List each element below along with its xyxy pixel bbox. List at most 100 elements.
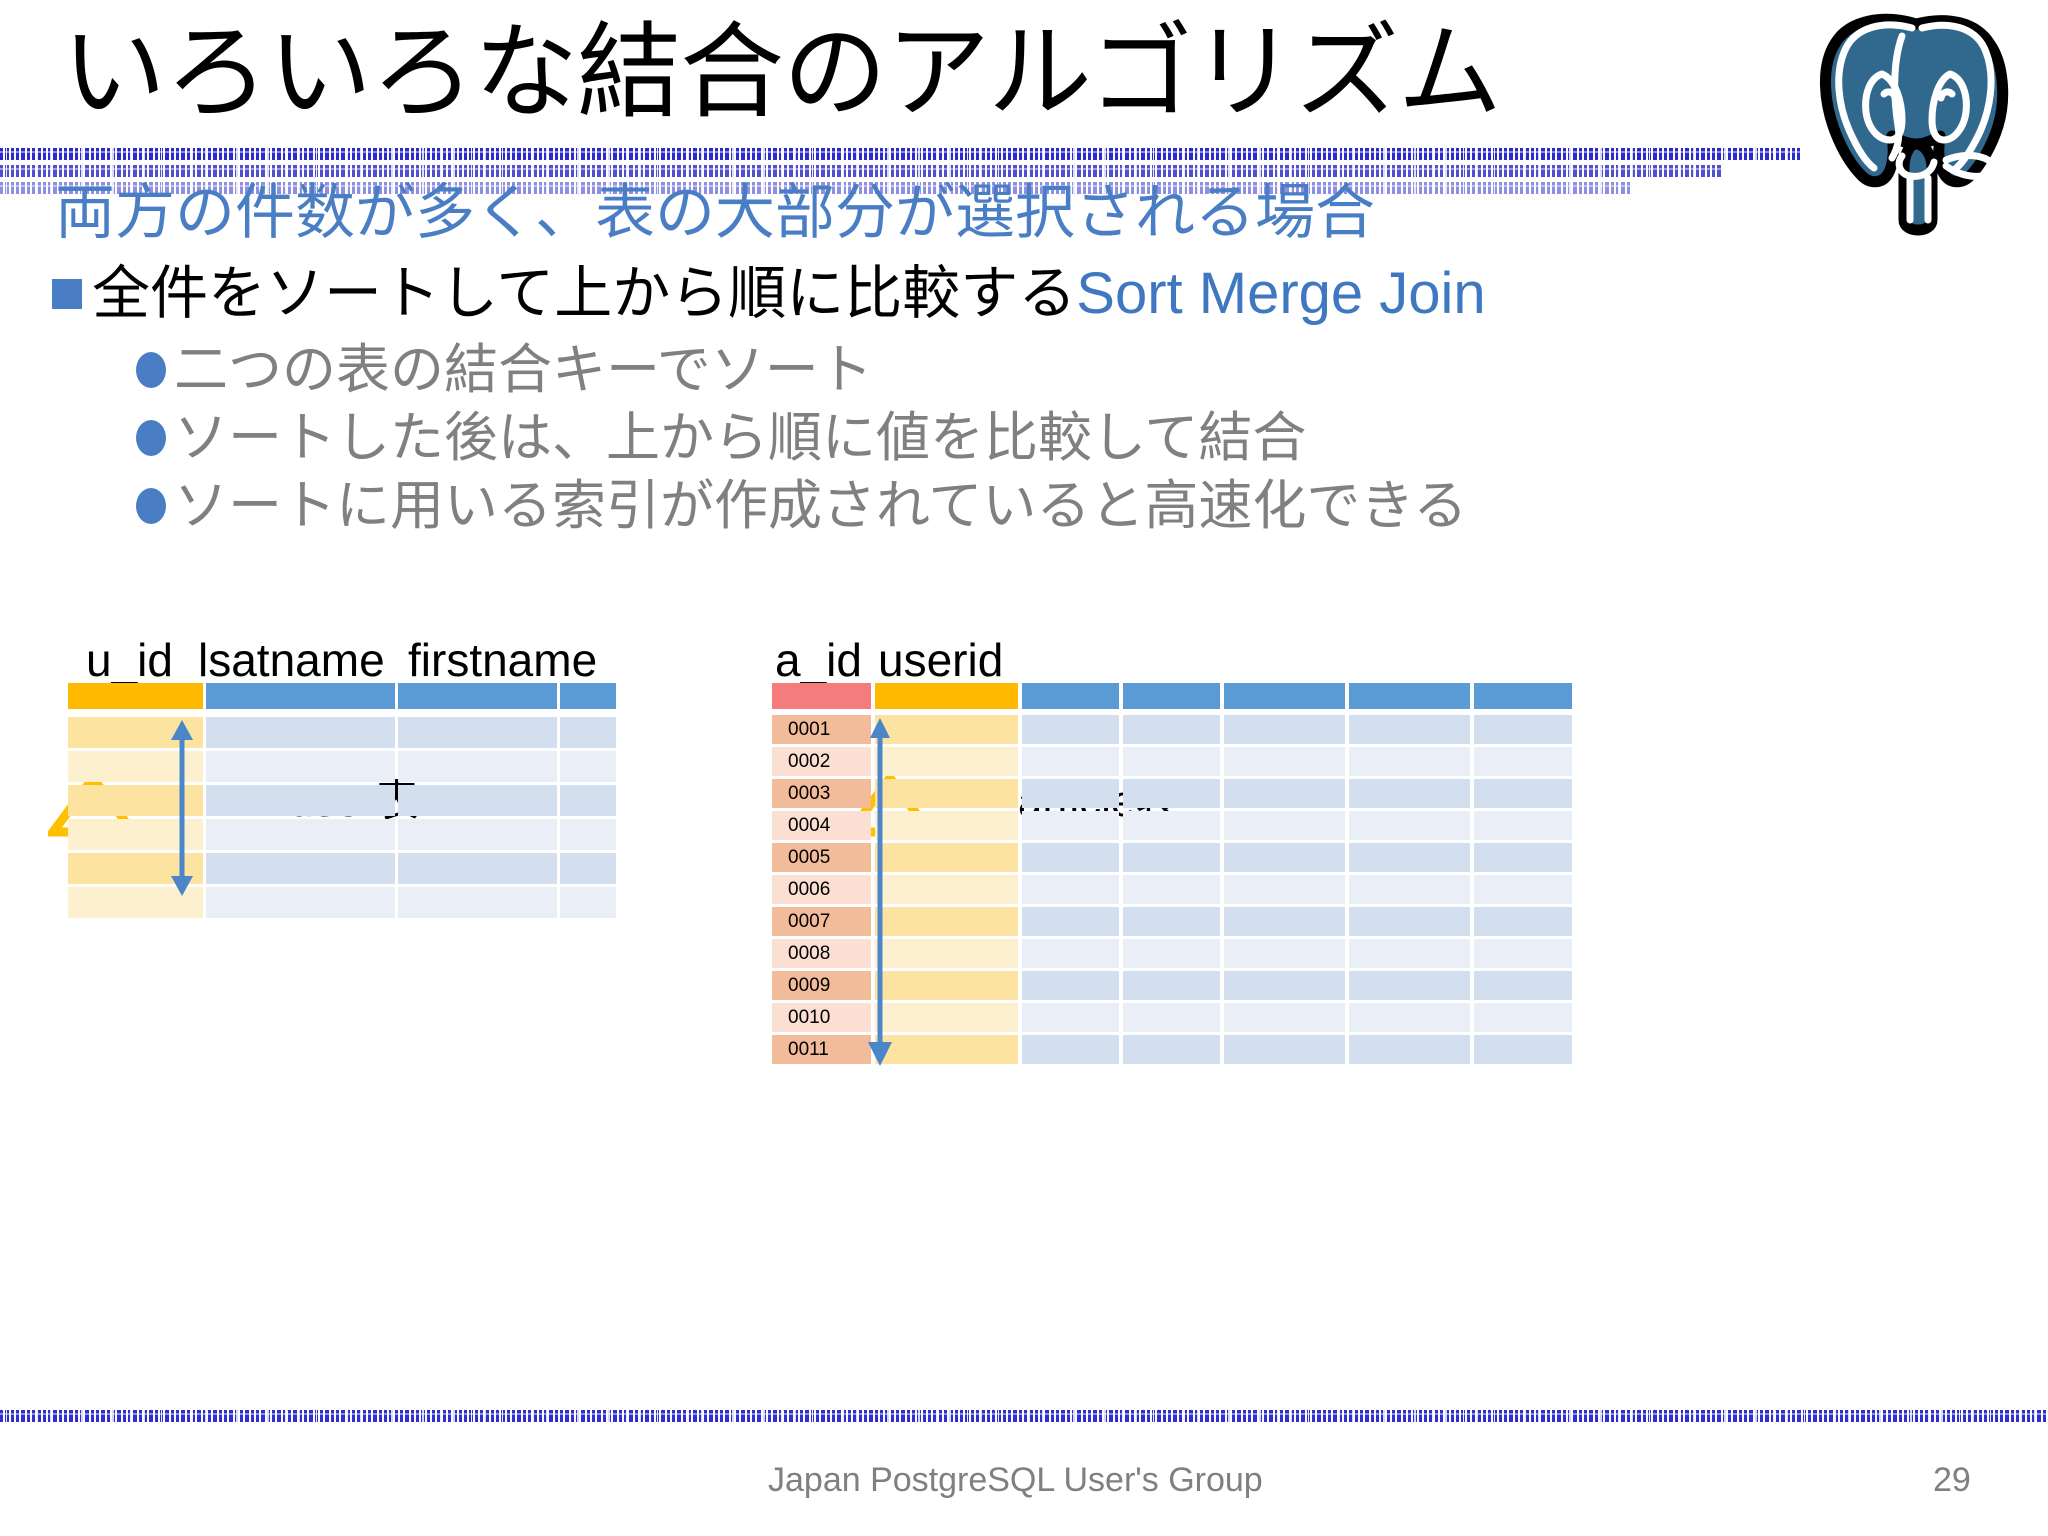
- cell-col4: [1123, 843, 1220, 872]
- left-table-m-user: [68, 683, 616, 918]
- cell-col6: [1349, 971, 1470, 1000]
- table-row: [68, 785, 616, 816]
- cell-col5: [1224, 1003, 1345, 1032]
- header-cell-a-id: [772, 683, 871, 709]
- round-bullet-icon: [136, 352, 166, 388]
- cell-col3: [1022, 875, 1119, 904]
- cell-col7: [1474, 875, 1572, 904]
- table-row: 0004: [772, 811, 1925, 840]
- cell-extra: [560, 717, 616, 748]
- cell-col4: [1123, 1003, 1220, 1032]
- bullet-level1-text: 全件をソートして上から順に比較する: [92, 261, 1077, 326]
- table-row: [68, 717, 616, 748]
- cell-col6: [1349, 907, 1470, 936]
- table-row: 0005: [772, 843, 1925, 872]
- table-row: [68, 853, 616, 884]
- cell-lsatname: [206, 751, 396, 782]
- cell-col7: [1474, 971, 1572, 1000]
- cell-col5: [1224, 1035, 1345, 1064]
- cell-userid: [875, 1035, 1018, 1064]
- cell-userid: [875, 779, 1018, 808]
- left-double-headed-sort-arrow: [160, 718, 204, 903]
- cell-userid: [875, 971, 1018, 1000]
- right-column-label-userid: userid: [878, 634, 1004, 686]
- table-header-row: [68, 683, 616, 709]
- cell-col7: [1474, 779, 1572, 808]
- table-row: 0006: [772, 875, 1925, 904]
- cell-col3: [1022, 747, 1119, 776]
- cell-userid: [875, 715, 1018, 744]
- footer-organization: Japan PostgreSQL User's Group: [768, 1461, 1263, 1499]
- cell-col3: [1022, 939, 1119, 968]
- header-cell-u-id: [68, 683, 204, 709]
- cell-col5: [1224, 715, 1345, 744]
- subtitle: 両方の件数が多く、表の大部分が選択される場合: [55, 179, 1375, 246]
- cell-col7: [1474, 1003, 1572, 1032]
- cell-a-id: 0009: [772, 971, 871, 1000]
- right-column-label-a-id: a_id: [775, 634, 862, 686]
- table-row: 0010: [772, 1003, 1925, 1032]
- table-row: 0002: [772, 747, 1925, 776]
- cell-col5: [1224, 907, 1345, 936]
- divider-stroke: [0, 1410, 2048, 1422]
- cell-col5: [1224, 747, 1345, 776]
- cell-col4: [1123, 715, 1220, 744]
- table-header-row: [772, 683, 1925, 709]
- header-cell-firstname: [398, 683, 558, 709]
- bullet-level1-accent-text: Sort Merge Join: [1076, 261, 1486, 326]
- cell-col4: [1123, 939, 1220, 968]
- cell-col6: [1349, 875, 1470, 904]
- cell-userid: [875, 843, 1018, 872]
- round-bullet-icon: [136, 488, 166, 524]
- cell-col5: [1224, 843, 1345, 872]
- cell-col4: [1123, 1035, 1220, 1064]
- cell-col7: [1474, 843, 1572, 872]
- bullet-level2-text: ソートに用いる索引が作成されていると高速化できる: [174, 476, 1468, 536]
- cell-col5: [1224, 811, 1345, 840]
- divider-bottom: [0, 1410, 2048, 1427]
- cell-lsatname: [206, 887, 396, 918]
- cell-col5: [1224, 779, 1345, 808]
- cell-firstname: [398, 717, 558, 748]
- cell-firstname: [398, 751, 558, 782]
- cell-col6: [1349, 715, 1470, 744]
- right-down-sort-arrow: [858, 716, 902, 1073]
- left-column-label-lsatname: lsatname: [198, 634, 385, 686]
- cell-extra: [560, 819, 616, 850]
- cell-col7: [1474, 715, 1572, 744]
- cell-col7: [1474, 907, 1572, 936]
- cell-lsatname: [206, 785, 396, 816]
- cell-a-id: 0001: [772, 715, 871, 744]
- header-cell-col7: [1474, 683, 1572, 709]
- table-row: 0007: [772, 907, 1925, 936]
- cell-col4: [1123, 811, 1220, 840]
- cell-col4: [1123, 747, 1220, 776]
- cell-userid: [875, 1003, 1018, 1032]
- header-cell-col6: [1349, 683, 1470, 709]
- page-number: 29: [1933, 1461, 1971, 1499]
- cell-col6: [1349, 1003, 1470, 1032]
- table-row: 0008: [772, 939, 1925, 968]
- cell-col4: [1123, 875, 1220, 904]
- cell-col3: [1022, 971, 1119, 1000]
- cell-userid: [875, 747, 1018, 776]
- cell-col3: [1022, 843, 1119, 872]
- bullet-level2-0: 二つの表の結合キーでソート: [136, 336, 873, 404]
- bullet-level1: 全件をソートして上から順に比較する Sort Merge Join: [52, 258, 1486, 330]
- cell-a-id: 0002: [772, 747, 871, 776]
- cell-a-id: 0010: [772, 1003, 871, 1032]
- right-table-body: 0001 0002 0003 0004 0005 0006 0007 0008 0009 0010…: [772, 715, 1925, 1064]
- cell-a-id: 0007: [772, 907, 871, 936]
- cell-col3: [1022, 715, 1119, 744]
- header-cell-extra: [560, 683, 616, 709]
- square-bullet-icon: [52, 279, 82, 309]
- cell-col3: [1022, 907, 1119, 936]
- left-column-label-u-id: u_id: [86, 634, 173, 686]
- cell-extra: [560, 751, 616, 782]
- cell-col7: [1474, 1035, 1572, 1064]
- cell-userid: [875, 811, 1018, 840]
- table-row: [68, 819, 616, 850]
- cell-extra: [560, 785, 616, 816]
- left-column-label-firstname: firstname: [408, 634, 598, 686]
